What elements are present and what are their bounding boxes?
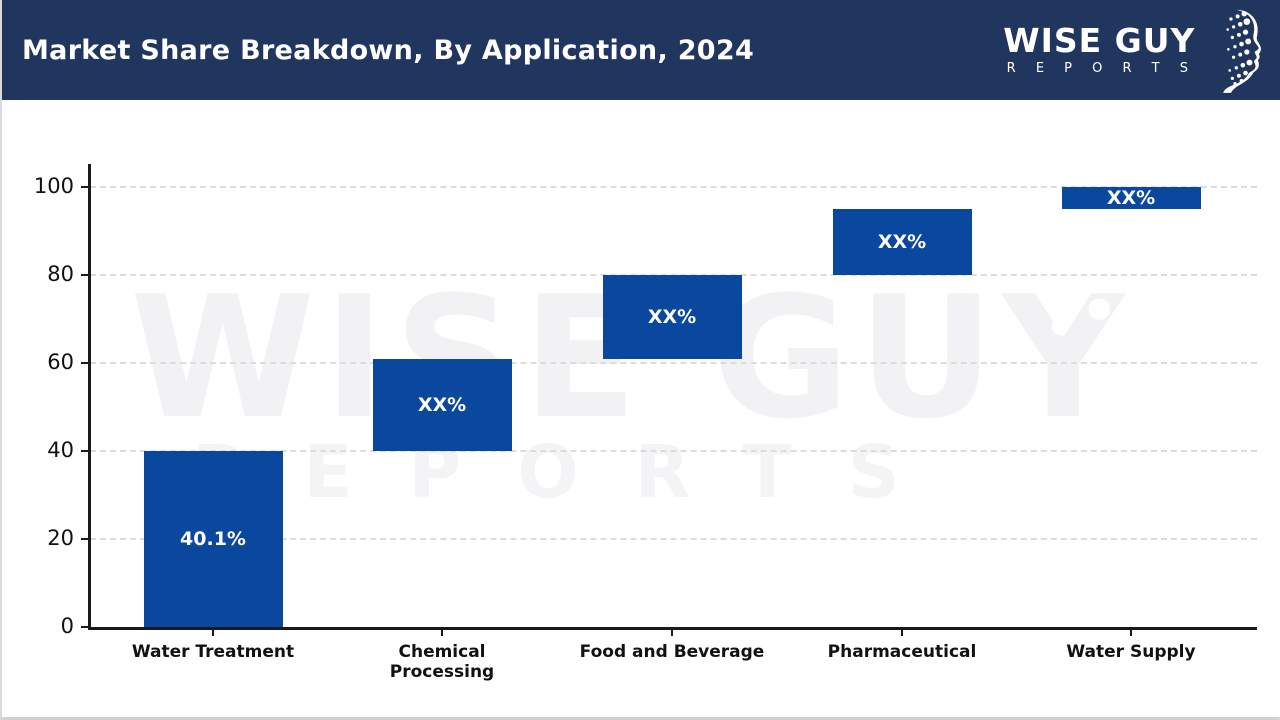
y-tick-20 [81,538,90,540]
y-tick-60 [81,362,90,364]
bar-value-label-4: XX% [877,231,927,253]
x-axis-label-3: Food and Beverage [579,642,765,662]
gridline-100 [90,186,1257,188]
y-tick-40 [81,450,90,452]
x-axis-label-4: Pharmaceutical [827,642,977,662]
bar-segment-1: 40.1% [143,450,283,627]
x-tick-5 [1130,629,1132,636]
dotted-head-icon [1223,9,1261,93]
x-tick-2 [441,629,443,636]
gridline-20 [90,538,1257,540]
x-tick-3 [671,629,673,636]
page-title: Market Share Breakdown, By Application, … [22,34,755,66]
y-tick-label-20: 20 [47,526,74,550]
y-tick-label-60: 60 [47,350,74,374]
watermark-subtitle: REPORTS [192,430,956,514]
x-axis-label-5: Water Supply [1066,642,1196,662]
wise-guy-reports-logo: WISE GUY R E P O R T S [1003,7,1280,93]
x-axis-spine [88,627,1257,630]
bar-value-label-3: XX% [647,305,697,328]
logo-subtitle: R E P O R T S [1006,60,1196,76]
logo-wordmark: WISE GUY [1003,21,1196,61]
y-tick-label-0: 0 [60,614,74,638]
bar-segment-4: XX% [832,209,972,275]
x-tick-4 [901,629,903,636]
bar-segment-2: XX% [372,358,512,451]
y-tick-label-40: 40 [47,438,74,462]
bar-value-label-2: XX% [417,393,467,416]
header-bar: Market Share Breakdown, By Application, … [2,0,1280,100]
y-tick-80 [81,274,90,276]
x-axis-label-2: Chemical Processing [389,642,495,683]
gridline-40 [90,450,1257,452]
x-tick-1 [212,629,214,636]
y-tick-100 [81,186,90,188]
bar-segment-5: XX% [1061,187,1201,209]
bar-segment-3: XX% [602,275,742,359]
bar-value-label-1: 40.1% [180,527,246,550]
gridline-60 [90,362,1257,364]
y-tick-label-100: 100 [33,174,74,198]
y-axis-spine [88,164,91,629]
y-tick-label-80: 80 [47,262,74,286]
bar-value-label-5: XX% [1106,187,1156,209]
logo-text: WISE GUY R E P O R T S [1003,24,1196,76]
y-tick-0 [81,626,90,628]
x-axis-label-1: Water Treatment [131,642,295,662]
chart-canvas: WISE GUY REPORTS 02040608010040.1%Water … [2,100,1280,717]
